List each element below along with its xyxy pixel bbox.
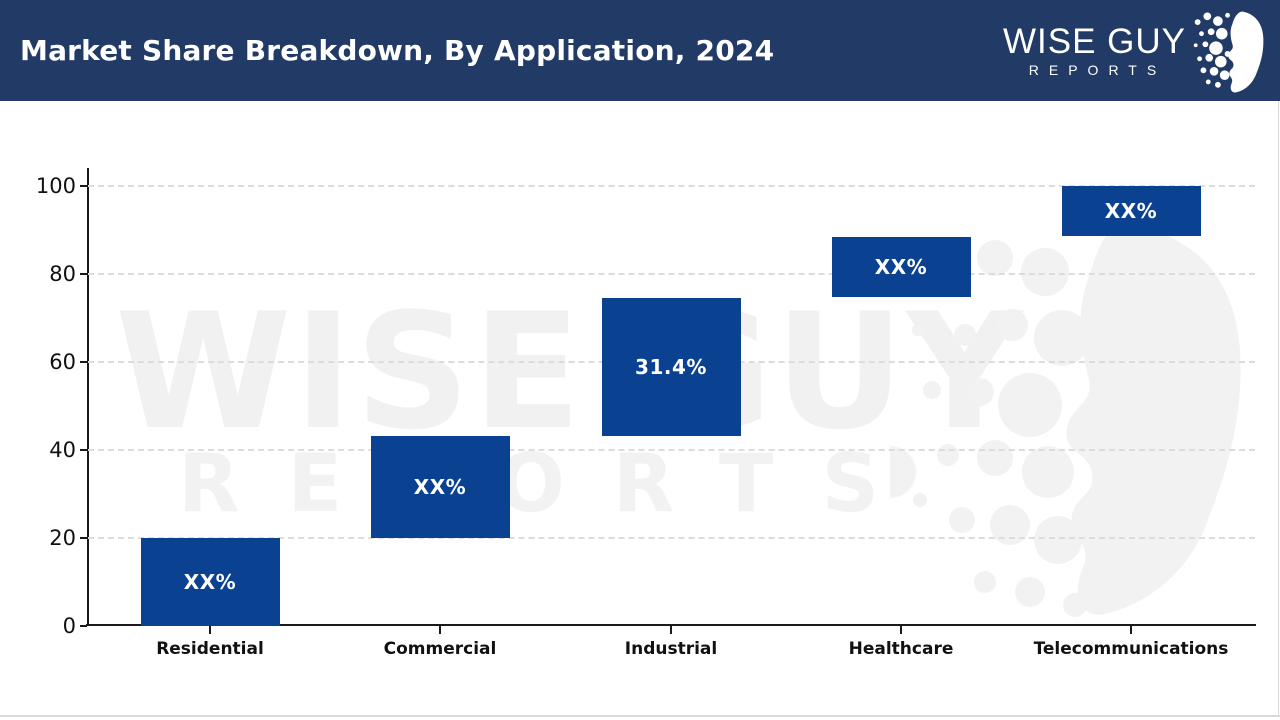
bar: XX%	[1061, 186, 1201, 237]
y-tick-label: 100	[35, 174, 76, 198]
y-tick-label: 20	[49, 526, 76, 550]
x-tick-mark	[439, 626, 441, 634]
face-profile-icon	[1193, 10, 1264, 93]
brand-logo: WISE GUY REPORTS	[1003, 0, 1270, 101]
x-category-label: Telecommunications	[1033, 639, 1229, 659]
header-bar: Market Share Breakdown, By Application, …	[0, 0, 1280, 101]
watermark-text-line1: WISE GUY	[115, 278, 1025, 465]
gridline	[88, 537, 1255, 539]
bar-value-label: XX%	[1104, 199, 1158, 224]
x-tick-mark	[670, 626, 672, 634]
y-tick-mark	[80, 625, 87, 627]
y-tick-label: 0	[62, 614, 76, 638]
bar-value-label: XX%	[874, 254, 928, 279]
bar: XX%	[831, 237, 971, 297]
bar-value-label: XX%	[183, 570, 237, 594]
page-right-border	[1278, 101, 1279, 717]
x-category-label: Industrial	[624, 639, 718, 659]
y-tick-mark	[80, 537, 87, 539]
x-category-label: Healthcare	[848, 639, 954, 659]
y-tick-mark	[80, 273, 87, 275]
page-bottom-border	[0, 715, 1280, 717]
x-category-label: Commercial	[383, 639, 497, 659]
x-axis-line	[86, 624, 1256, 626]
y-axis-line	[87, 168, 89, 626]
y-tick-label: 40	[49, 438, 76, 462]
brand-wordmark-line2: REPORTS	[1028, 62, 1167, 78]
y-tick-mark	[80, 361, 87, 363]
brand-wordmark: WISE GUY REPORTS	[1003, 24, 1186, 77]
y-tick-label: 80	[49, 262, 76, 286]
y-tick-label: 60	[49, 350, 76, 374]
bar-value-label: 31.4%	[635, 354, 707, 379]
watermark-head-graphic	[890, 225, 1241, 617]
x-tick-mark	[1130, 626, 1132, 634]
y-tick-mark	[80, 449, 87, 451]
bar-value-label: XX%	[413, 474, 467, 499]
x-tick-mark	[209, 626, 211, 634]
chart-title: Market Share Breakdown, By Application, …	[20, 34, 775, 67]
x-tick-mark	[900, 626, 902, 634]
gridline	[88, 449, 1255, 451]
watermark-text-line2: REPORTS	[178, 437, 928, 530]
gridline	[88, 185, 1255, 187]
bar: XX%	[140, 538, 280, 626]
y-tick-mark	[80, 185, 87, 187]
brand-wordmark-line1: WISE GUY	[1002, 22, 1186, 61]
gridline	[88, 273, 1255, 275]
x-category-label: Residential	[156, 639, 264, 659]
bar: XX%	[370, 435, 510, 538]
bar: 31.4%	[601, 297, 741, 436]
